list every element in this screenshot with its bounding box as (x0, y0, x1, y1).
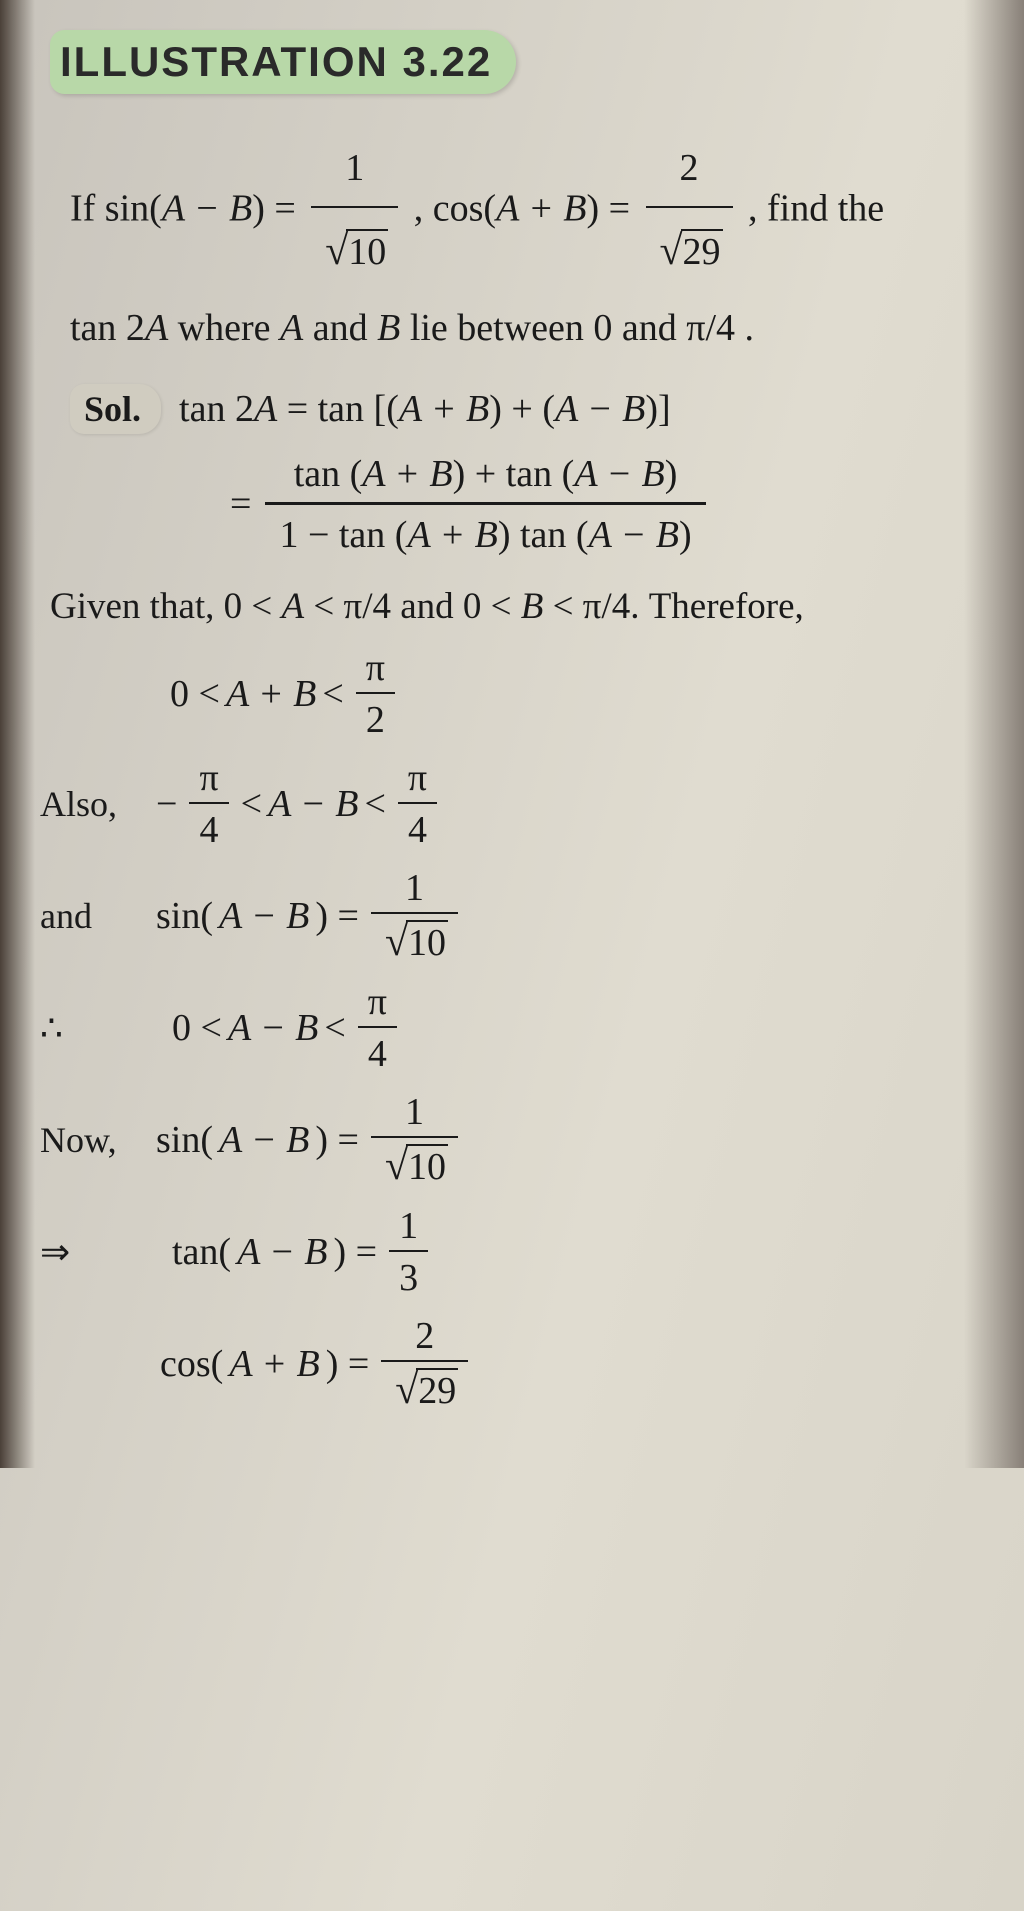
illustration-heading: ILLUSTRATION 3.22 (50, 30, 516, 94)
eq: ) = (586, 188, 639, 230)
math: tan 2 (179, 388, 254, 430)
solution-label: Sol. (70, 384, 161, 434)
fraction: π 4 (358, 980, 397, 1076)
fraction: 2 29 (381, 1314, 468, 1414)
fraction: π 2 (356, 646, 395, 742)
problem-text: tan 2 (70, 307, 145, 349)
var: A (254, 388, 277, 430)
var: A + B (399, 388, 489, 430)
denominator: 29 (646, 208, 733, 291)
denominator: 1 − tan (A + B) tan (A − B) (265, 505, 705, 561)
problem-text: where (168, 307, 280, 349)
math: = tan [( (277, 388, 399, 430)
problem-text: , find the (748, 188, 884, 230)
numerator: 1 (311, 132, 398, 208)
var: B (377, 307, 400, 349)
fraction: π 4 (398, 756, 437, 852)
eq: ) = (252, 188, 305, 230)
var: A + B (496, 188, 586, 230)
problem-statement: If sin(A − B) = 1 10 , cos(A + B) = 2 29… (70, 132, 994, 364)
given-text: Given that, 0 < A < π/4 and 0 < B < π/4.… (50, 585, 994, 628)
implies-symbol: ⇒ (40, 1231, 110, 1273)
step-line: Now, sin(A − B) = 1 10 (40, 1090, 1004, 1190)
step-line: ∴ 0 < A − B < π 4 (40, 980, 1004, 1076)
fraction: 1 10 (311, 132, 398, 292)
problem-text: and (303, 307, 377, 349)
step-line: 0 < A + B < π 2 (170, 646, 1004, 742)
problem-text: lie between 0 and π/4 . (400, 307, 754, 349)
textbook-page: ILLUSTRATION 3.22 If sin(A − B) = 1 10 ,… (0, 0, 1024, 1468)
fraction: 1 3 (389, 1204, 428, 1300)
numerator: tan (A + B) + tan (A − B) (265, 448, 705, 505)
step-line: cos(A + B) = 2 29 (160, 1314, 1004, 1414)
step-line: Also, − π 4 < A − B < π 4 (40, 756, 1004, 852)
step-line: ⇒ tan(A − B) = 1 3 (40, 1204, 1004, 1300)
fraction: π 4 (189, 756, 228, 852)
fraction: 1 10 (371, 866, 458, 966)
eq: = (230, 482, 251, 526)
solution-line-1: Sol. tan 2A = tan [(A + B) + (A − B)] (70, 384, 1004, 434)
var: A (280, 307, 303, 349)
denominator: 10 (311, 208, 398, 291)
solution-line-2: = tan (A + B) + tan (A − B) 1 − tan (A +… (230, 448, 1004, 561)
fraction: 1 10 (371, 1090, 458, 1190)
lead-word: Now, (40, 1119, 150, 1161)
lead-word: and (40, 895, 150, 937)
problem-text: If sin( (70, 188, 162, 230)
numerator: 2 (646, 132, 733, 208)
var: A − B (555, 388, 645, 430)
math: ) + ( (489, 388, 555, 430)
fraction: tan (A + B) + tan (A − B) 1 − tan (A + B… (265, 448, 705, 561)
problem-text: , cos( (414, 188, 496, 230)
math: )] (645, 388, 670, 430)
var: A − B (162, 188, 252, 230)
fraction: 2 29 (646, 132, 733, 292)
therefore-symbol: ∴ (40, 1007, 110, 1049)
step-line: and sin(A − B) = 1 10 (40, 866, 1004, 966)
var: A (145, 307, 168, 349)
lead-word: Also, (40, 783, 150, 825)
